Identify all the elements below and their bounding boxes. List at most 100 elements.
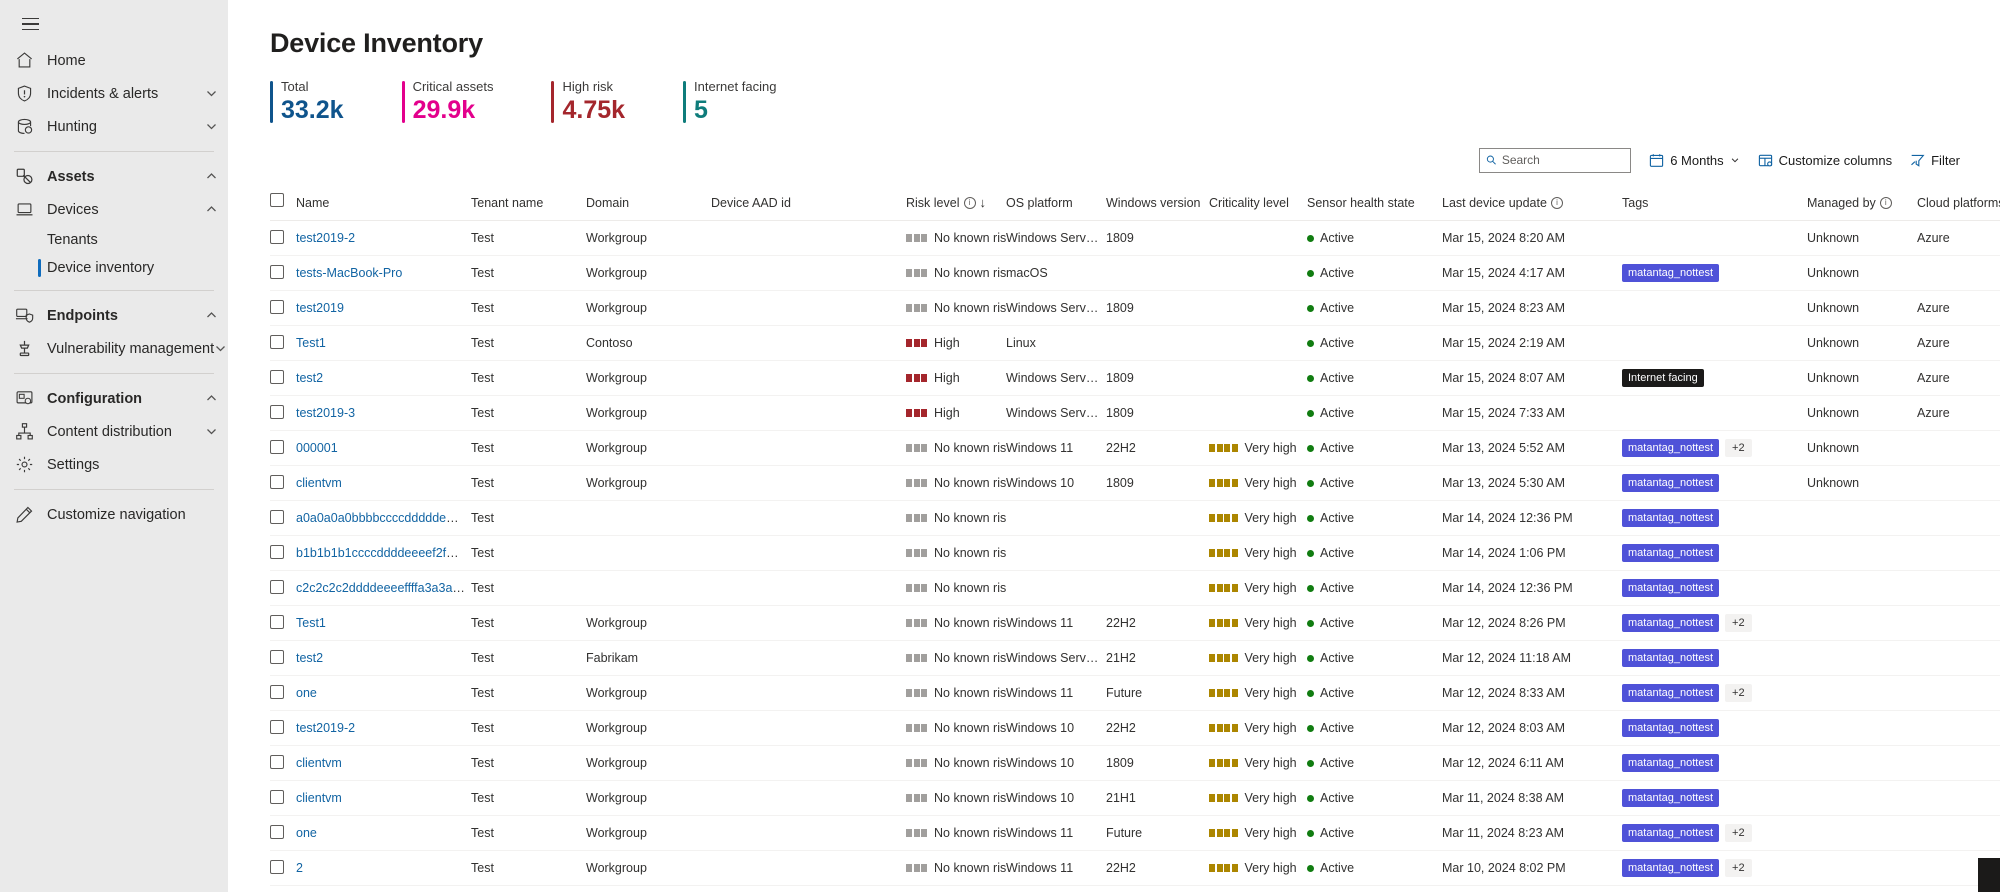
sidebar-item-vulnerability-management[interactable]: Vulnerability management	[0, 332, 228, 365]
sidebar-expand-toggle[interactable]	[204, 170, 218, 184]
sidebar-item-incidents-alerts[interactable]: Incidents & alerts	[0, 77, 228, 110]
tag-badge[interactable]: matantag_nottest	[1622, 544, 1720, 562]
column-header-crit[interactable]: Criticality level	[1209, 187, 1307, 221]
device-name-link[interactable]: test2019	[296, 301, 344, 315]
row-checkbox[interactable]	[270, 824, 284, 839]
sidebar-item-devices[interactable]: Devices	[0, 193, 228, 226]
row-checkbox[interactable]	[270, 719, 284, 734]
column-header-tenant[interactable]: Tenant name	[471, 187, 586, 221]
row-checkbox[interactable]	[270, 859, 284, 874]
column-header-tags[interactable]: Tags	[1622, 187, 1807, 221]
row-checkbox[interactable]	[270, 229, 284, 244]
tag-badge[interactable]: matantag_nottest	[1622, 614, 1720, 632]
row-checkbox[interactable]	[270, 544, 284, 559]
tag-badge[interactable]: matantag_nottest	[1622, 754, 1720, 772]
column-header-cloud[interactable]: Cloud platforms	[1917, 187, 2000, 221]
row-checkbox[interactable]	[270, 614, 284, 629]
tag-overflow-badge[interactable]: +2	[1725, 614, 1752, 632]
column-header-winver[interactable]: Windows version	[1106, 187, 1209, 221]
sidebar-expand-toggle[interactable]	[204, 425, 218, 439]
table-row[interactable]: test2019-3 Test Workgroup High Windows Serve…	[270, 395, 2000, 431]
column-header-sensor[interactable]: Sensor health state	[1307, 187, 1442, 221]
device-name-link[interactable]: 2	[296, 861, 303, 875]
select-all-checkbox[interactable]	[270, 193, 284, 207]
row-checkbox[interactable]	[270, 509, 284, 524]
device-name-link[interactable]: a0a0a0a0bbbbccccddddde1e1e1	[296, 511, 471, 525]
row-checkbox[interactable]	[270, 474, 284, 489]
sidebar-item-settings[interactable]: Settings	[0, 448, 228, 481]
device-name-link[interactable]: test2	[296, 651, 324, 665]
row-checkbox[interactable]	[270, 684, 284, 699]
search-box[interactable]	[1479, 147, 1632, 173]
info-icon[interactable]: i	[1879, 197, 1892, 209]
tag-overflow-badge[interactable]: +2	[1725, 684, 1752, 702]
column-header-os[interactable]: OS platform	[1006, 187, 1106, 221]
column-header-aad[interactable]: Device AAD id	[711, 187, 906, 221]
device-name-link[interactable]: b1b1b1b1ccccddddeeeef2f2f2...	[296, 546, 471, 560]
tag-badge[interactable]: matantag_nottest	[1622, 859, 1720, 877]
device-name-link[interactable]: one	[296, 686, 317, 700]
tag-overflow-badge[interactable]: +2	[1725, 439, 1752, 457]
sidebar-expand-toggle[interactable]	[204, 87, 218, 101]
device-name-link[interactable]: clientvm	[296, 476, 342, 490]
row-checkbox[interactable]	[270, 789, 284, 804]
table-row[interactable]: tests-MacBook-Pro Test Workgroup No known r…	[270, 255, 2000, 291]
sidebar-item-assets[interactable]: Assets	[0, 160, 228, 193]
sidebar-item-customize-navigation[interactable]: Customize navigation	[0, 498, 228, 531]
device-name-link[interactable]: tests-MacBook-Pro	[296, 266, 403, 280]
column-header-name[interactable]: Name	[296, 187, 471, 221]
sidebar-item-tenants[interactable]: Tenants	[0, 226, 228, 254]
sidebar-expand-toggle[interactable]	[204, 120, 218, 134]
tag-badge[interactable]: matantag_nottest	[1622, 509, 1720, 527]
customize-columns-button[interactable]: Customize columns	[1758, 147, 1892, 173]
sidebar-expand-toggle[interactable]	[204, 392, 218, 406]
row-checkbox[interactable]	[270, 649, 284, 664]
row-checkbox[interactable]	[270, 264, 284, 279]
sidebar-item-endpoints[interactable]: Endpoints	[0, 299, 228, 332]
column-header-domain[interactable]: Domain	[586, 187, 711, 221]
device-name-link[interactable]: Test1	[296, 616, 326, 630]
sidebar-item-content-distribution[interactable]: Content distribution	[0, 415, 228, 448]
tag-badge[interactable]: matantag_nottest	[1622, 649, 1720, 667]
device-name-link[interactable]: c2c2c2c2ddddeeeeffffa3a3a3...	[296, 581, 470, 595]
tag-badge[interactable]: matantag_nottest	[1622, 439, 1720, 457]
device-name-link[interactable]: test2	[296, 371, 324, 385]
column-header-updated[interactable]: Last device update i	[1442, 187, 1622, 221]
device-name-link[interactable]: test2019-3	[296, 406, 356, 420]
row-checkbox[interactable]	[270, 404, 284, 419]
sort-desc-icon[interactable]: ↓	[979, 195, 987, 210]
tag-badge[interactable]: matantag_nottest	[1622, 719, 1720, 737]
table-row[interactable]: b1b1b1b1ccccddddeeeef2f2f2... Test No know…	[270, 535, 2000, 571]
column-header-managedby[interactable]: Managed by i	[1807, 187, 1917, 221]
sidebar-expand-toggle[interactable]	[214, 342, 227, 356]
table-row[interactable]: Test1 Test Contoso High Linux Active Mar 15, 2…	[270, 325, 2000, 361]
row-checkbox[interactable]	[270, 334, 284, 349]
sidebar-item-configuration[interactable]: Configuration	[0, 382, 228, 415]
tag-overflow-badge[interactable]: +2	[1725, 824, 1752, 842]
row-checkbox[interactable]	[270, 754, 284, 769]
tag-badge[interactable]: matantag_nottest	[1622, 684, 1720, 702]
date-range-button[interactable]: 6 Months	[1649, 147, 1739, 173]
info-icon[interactable]: i	[963, 196, 976, 209]
search-input[interactable]	[1501, 153, 1625, 167]
tag-badge[interactable]: matantag_nottest	[1622, 824, 1720, 842]
device-name-link[interactable]: one	[296, 826, 317, 840]
tag-badge[interactable]: matantag_nottest	[1622, 474, 1720, 492]
device-name-link[interactable]: Test1	[296, 336, 326, 350]
device-name-link[interactable]: test2019-2	[296, 231, 356, 245]
sidebar-item-hunting[interactable]: Hunting	[0, 110, 228, 143]
info-icon[interactable]: i	[1550, 197, 1563, 209]
table-row[interactable]: a0a0a0a0bbbbccccddddde1e1e1 Test No known …	[270, 500, 2000, 536]
sidebar-expand-toggle[interactable]	[204, 309, 218, 323]
menu-toggle-icon[interactable]	[7, 4, 53, 44]
